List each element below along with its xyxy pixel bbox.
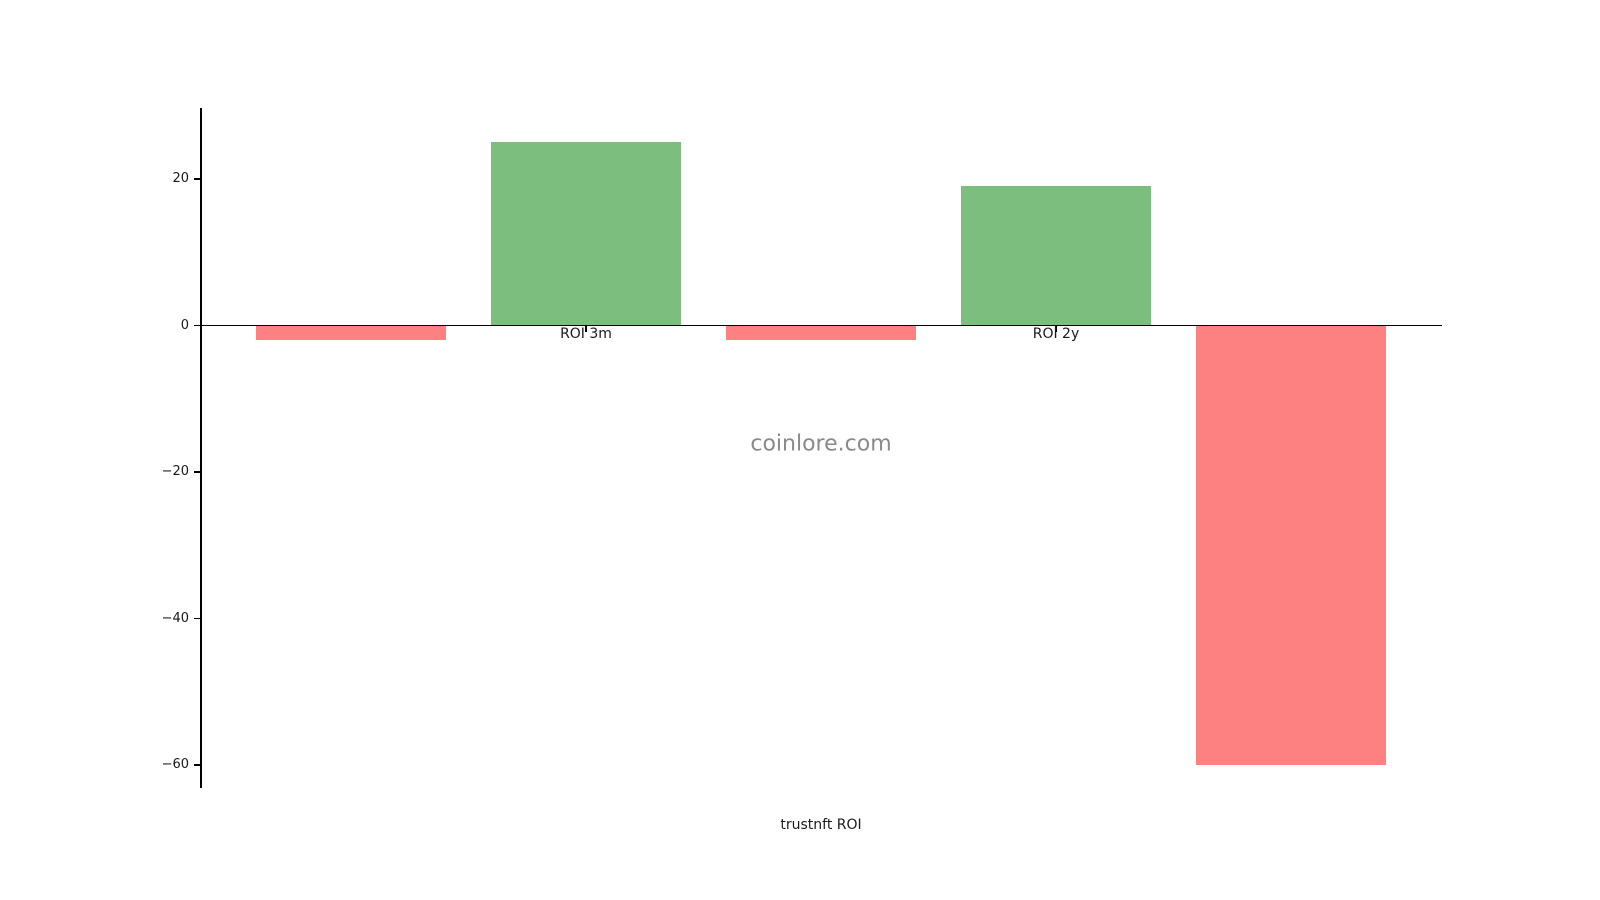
y-tick-label: −20	[161, 464, 189, 479]
bar-roi-3m	[491, 142, 681, 326]
x-tick-label: ROI 3m	[560, 326, 612, 342]
y-axis-spine	[200, 108, 202, 788]
y-tickmark	[194, 178, 200, 180]
bar-unlabeled-4	[1196, 325, 1386, 765]
x-tickmark	[585, 326, 587, 333]
x-axis-zero-line	[200, 324, 1442, 327]
y-tickmark	[194, 471, 200, 473]
y-tickmark	[194, 764, 200, 766]
bar-roi-2y	[961, 186, 1151, 326]
y-tick-label: −60	[161, 757, 189, 772]
x-axis-title: trustnft ROI	[780, 817, 862, 833]
y-tick-label: 0	[180, 317, 189, 333]
bar-unlabeled-0	[256, 325, 446, 341]
x-tick-label: ROI 2y	[1032, 326, 1080, 342]
y-tick-label: −40	[161, 610, 189, 626]
watermark: coinlore.com	[750, 431, 892, 457]
y-tick-label: 20	[172, 171, 189, 186]
y-tickmark	[194, 324, 200, 327]
bar-unlabeled-2	[726, 325, 916, 341]
x-tickmark	[1055, 326, 1057, 333]
y-tickmark	[194, 617, 200, 620]
